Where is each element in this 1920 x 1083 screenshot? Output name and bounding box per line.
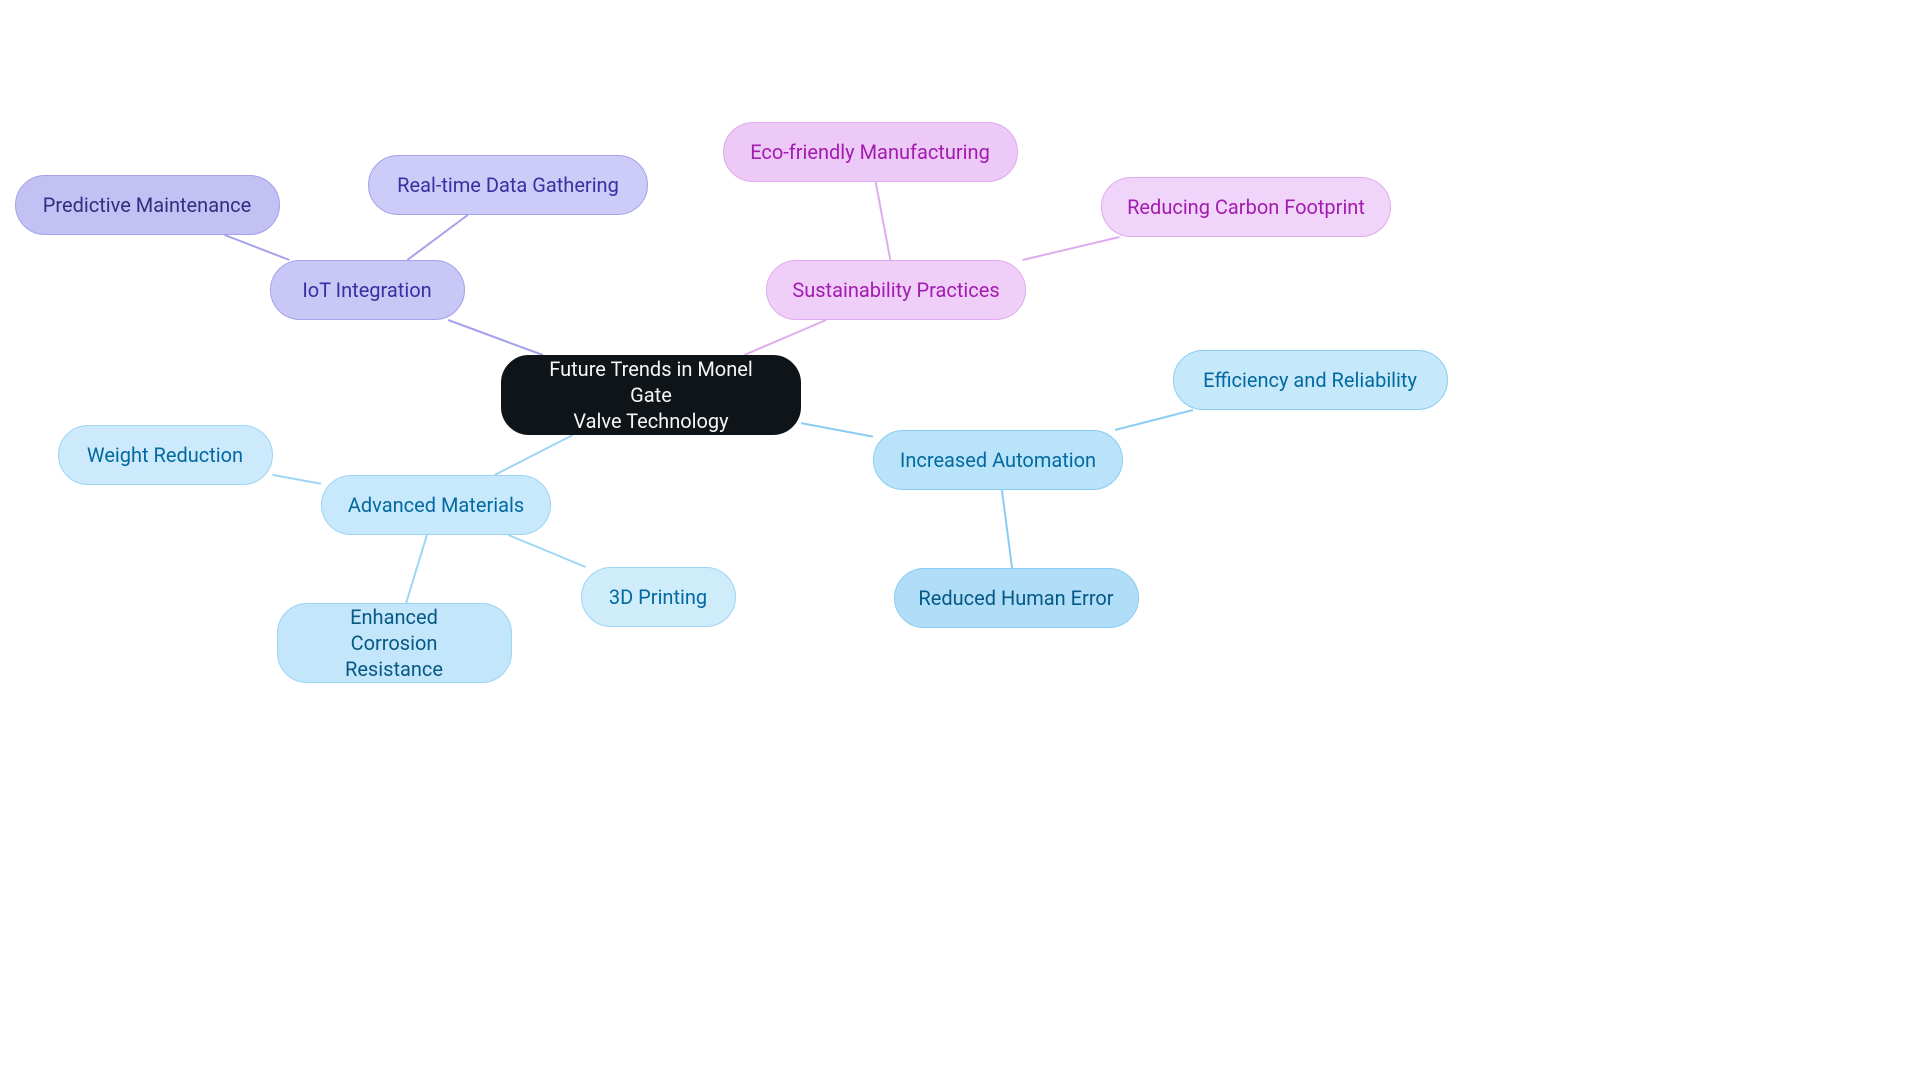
branch-node: Advanced Materials — [321, 475, 551, 535]
leaf-node: 3D Printing — [581, 567, 736, 627]
leaf-node: Efficiency and Reliability — [1173, 350, 1448, 410]
branch-node: Sustainability Practices — [766, 260, 1026, 320]
leaf-node: Reduced Human Error — [894, 568, 1139, 628]
root-node: Future Trends in Monel GateValve Technol… — [501, 355, 801, 435]
leaf-node: Enhanced CorrosionResistance — [277, 603, 512, 683]
leaf-node: Eco-friendly Manufacturing — [723, 122, 1018, 182]
branch-node: IoT Integration — [270, 260, 465, 320]
leaf-node: Reducing Carbon Footprint — [1101, 177, 1391, 237]
branch-node: Increased Automation — [873, 430, 1123, 490]
leaf-node: Predictive Maintenance — [15, 175, 280, 235]
leaf-node: Real-time Data Gathering — [368, 155, 648, 215]
leaf-node: Weight Reduction — [58, 425, 273, 485]
